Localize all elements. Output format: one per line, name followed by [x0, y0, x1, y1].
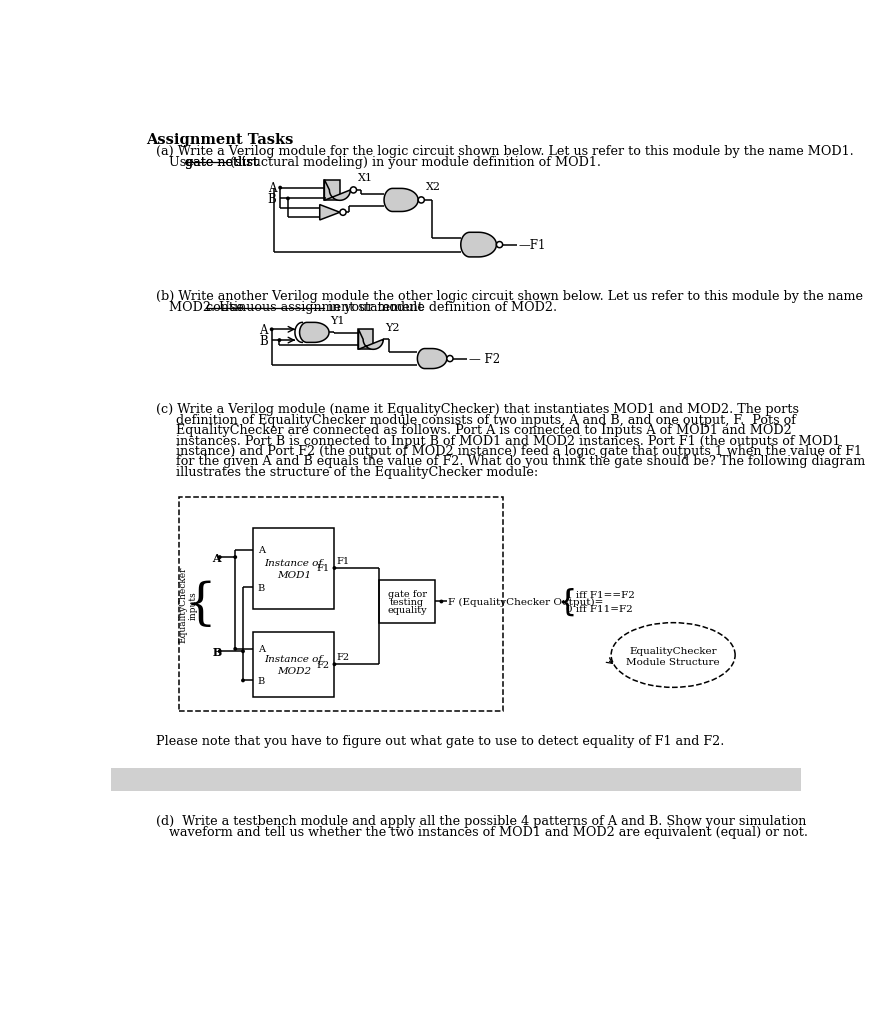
Polygon shape	[320, 206, 340, 221]
Circle shape	[497, 243, 503, 249]
Bar	[111, 768, 801, 792]
Text: Instance of: Instance of	[264, 654, 323, 663]
Text: Use: Use	[168, 155, 198, 168]
Text: Module Structure: Module Structure	[627, 657, 720, 666]
Text: 0 iff F11=F2: 0 iff F11=F2	[566, 604, 633, 613]
Polygon shape	[384, 190, 418, 212]
Text: F (EqualityChecker Output)=: F (EqualityChecker Output)=	[448, 597, 603, 606]
Text: B: B	[258, 583, 265, 592]
Text: illustrates the structure of the EqualityChecker module:: illustrates the structure of the Equalit…	[157, 466, 538, 478]
Polygon shape	[324, 180, 340, 201]
Polygon shape	[417, 350, 447, 369]
Text: B: B	[209, 646, 222, 657]
Bar	[379, 581, 435, 623]
Text: (a) Write a Verilog module for the logic circuit shown below. Let us refer to th: (a) Write a Verilog module for the logic…	[157, 145, 854, 158]
Text: instances. Port B is connected to Input B of MOD1 and MOD2 instances. Port F1 (t: instances. Port B is connected to Input …	[157, 434, 841, 447]
Circle shape	[279, 186, 282, 191]
Text: F2: F2	[317, 660, 330, 669]
Text: B: B	[258, 677, 265, 685]
Text: A: A	[258, 545, 264, 554]
Text: —F1: —F1	[518, 238, 546, 252]
Text: Instance of: Instance of	[264, 558, 323, 568]
Circle shape	[447, 356, 453, 363]
Circle shape	[241, 679, 245, 683]
Text: in your module definition of MOD2.: in your module definition of MOD2.	[324, 301, 557, 314]
Bar	[253, 632, 335, 698]
Text: gate for: gate for	[388, 590, 427, 599]
Text: Y1: Y1	[330, 315, 345, 325]
Text: A: A	[259, 323, 268, 336]
Polygon shape	[461, 233, 497, 258]
Text: continuous assignment statement: continuous assignment statement	[206, 301, 423, 314]
Circle shape	[270, 328, 273, 332]
Text: waveform and tell us whether the two instances of MOD1 and MOD2 are equivalent (: waveform and tell us whether the two ins…	[168, 825, 807, 839]
Text: for the given A and B equals the value of F2. What do you think the gate should : for the given A and B equals the value o…	[157, 454, 865, 468]
Text: EqualityChecker: EqualityChecker	[629, 646, 717, 655]
Text: 1 iff F1==F2: 1 iff F1==F2	[566, 590, 635, 599]
Text: (b) Write another Verilog module the other logic circuit shown below. Let us ref: (b) Write another Verilog module the oth…	[157, 290, 863, 303]
Text: — F2: — F2	[468, 353, 499, 366]
Text: definition of EqualityChecker module consists of two inputs, A and B, and one ou: definition of EqualityChecker module con…	[157, 414, 797, 426]
Circle shape	[340, 210, 346, 216]
Text: testing: testing	[390, 597, 425, 606]
Text: A: A	[268, 182, 276, 195]
Text: F1: F1	[317, 564, 330, 573]
Text: EqualityChecker
inputs: EqualityChecker inputs	[178, 567, 198, 643]
Text: X1: X1	[358, 173, 373, 183]
Text: Please note that you have to figure out what gate to use to detect equality of F: Please note that you have to figure out …	[157, 735, 724, 748]
Circle shape	[351, 187, 357, 194]
Bar	[253, 529, 335, 609]
Text: F1: F1	[336, 556, 349, 566]
Circle shape	[278, 339, 281, 342]
Text: EqualityChecker are connected as follows. Port A is connected to Inputs A of MOD: EqualityChecker are connected as follows…	[157, 424, 792, 437]
Text: gate netlist: gate netlist	[185, 155, 258, 168]
Text: B: B	[268, 193, 276, 206]
Circle shape	[333, 567, 336, 571]
Circle shape	[241, 650, 245, 653]
Circle shape	[286, 198, 290, 201]
Circle shape	[418, 198, 425, 204]
Polygon shape	[300, 323, 329, 343]
Text: MOD2. Use: MOD2. Use	[168, 301, 247, 314]
Bar	[180, 497, 504, 711]
Circle shape	[233, 555, 238, 559]
Text: (structural modeling) in your module definition of MOD1.: (structural modeling) in your module def…	[226, 155, 601, 168]
Text: (d)  Write a testbench module and apply all the possible 4 patterns of A and B. : (d) Write a testbench module and apply a…	[157, 814, 806, 827]
Text: {: {	[558, 587, 577, 616]
Text: A: A	[258, 645, 264, 654]
Circle shape	[218, 650, 222, 653]
Text: X2: X2	[426, 181, 441, 192]
Text: equality: equality	[387, 605, 427, 614]
Circle shape	[333, 662, 336, 666]
Text: gate netlist: gate netlist	[185, 155, 258, 168]
Polygon shape	[359, 330, 384, 350]
Circle shape	[218, 555, 222, 559]
Text: instance) and Port F2 (the output of MOD2 instance) feed a logic gate that outpu: instance) and Port F2 (the output of MOD…	[157, 444, 862, 458]
Polygon shape	[359, 330, 373, 350]
Text: B: B	[259, 334, 268, 347]
Text: A: A	[209, 552, 222, 564]
Text: MOD1: MOD1	[277, 571, 311, 580]
Text: (c) Write a Verilog module (name it EqualityChecker) that instantiates MOD1 and : (c) Write a Verilog module (name it Equa…	[157, 404, 799, 416]
Text: Y2: Y2	[384, 322, 400, 332]
Text: MOD2: MOD2	[277, 666, 311, 676]
Circle shape	[440, 600, 443, 604]
Polygon shape	[324, 180, 351, 201]
Text: {: {	[185, 580, 217, 630]
Circle shape	[233, 647, 238, 651]
Text: F2: F2	[336, 652, 349, 661]
Text: Assignment Tasks: Assignment Tasks	[146, 133, 294, 147]
